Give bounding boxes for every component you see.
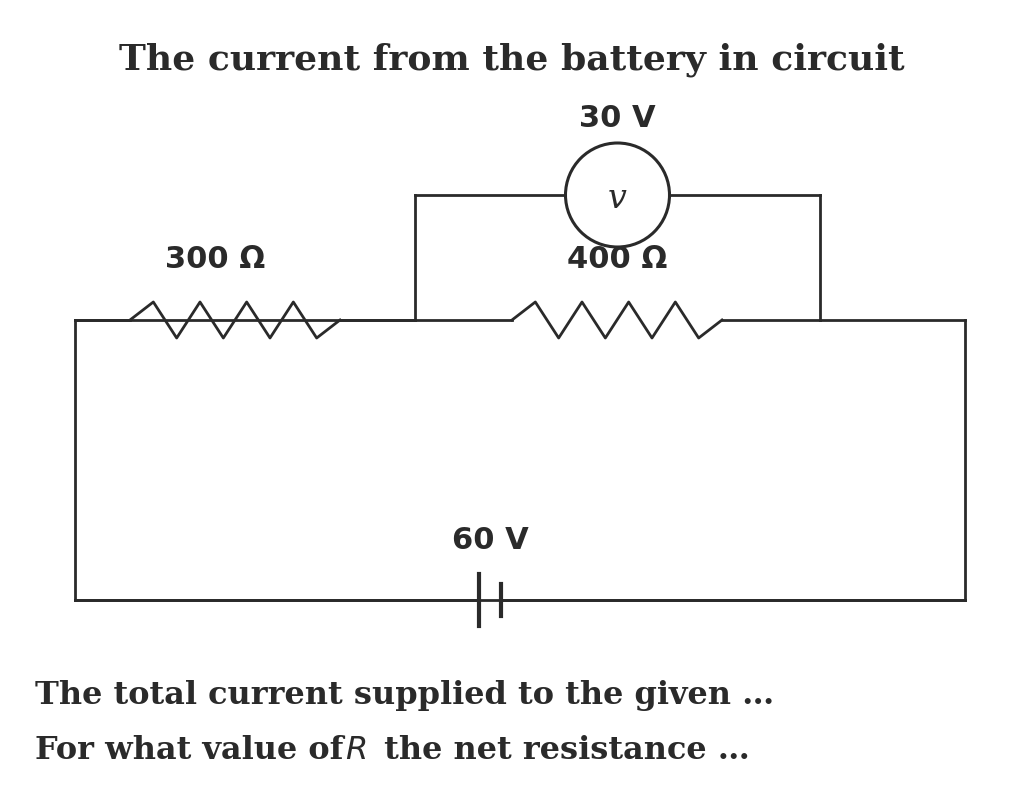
Text: v: v [608, 183, 627, 215]
Text: 30 V: 30 V [580, 104, 655, 133]
Text: 60 V: 60 V [452, 526, 528, 555]
Text: For what value of: For what value of [35, 735, 354, 766]
Text: 300 Ω: 300 Ω [165, 245, 265, 274]
Text: The current from the battery in circuit: The current from the battery in circuit [119, 42, 905, 77]
Circle shape [565, 143, 670, 247]
Text: $R$: $R$ [345, 735, 367, 766]
Text: The total current supplied to the given …: The total current supplied to the given … [35, 680, 774, 711]
Text: 400 Ω: 400 Ω [567, 245, 668, 274]
Text: the net resistance …: the net resistance … [373, 735, 750, 766]
